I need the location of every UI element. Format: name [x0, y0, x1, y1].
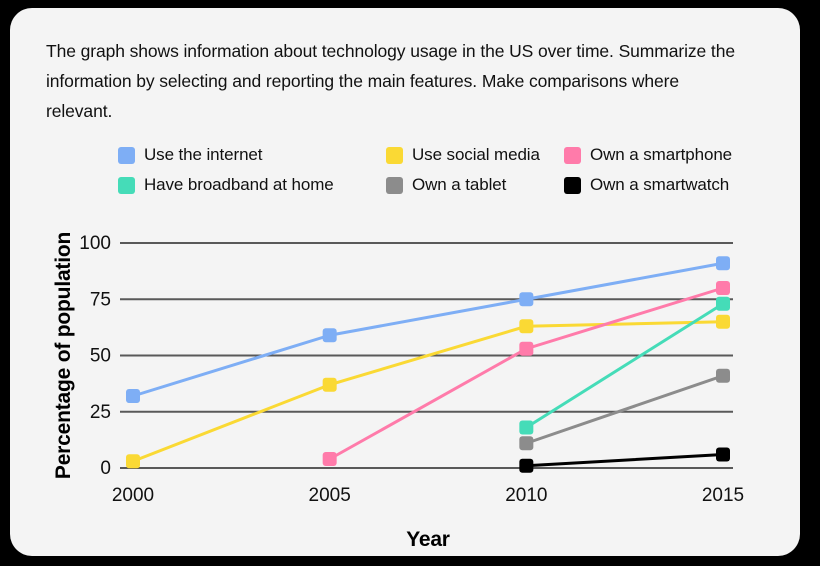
legend-item-label: Own a tablet: [412, 175, 507, 194]
data-point-marker[interactable]: [519, 292, 534, 307]
x-tick-label: 2000: [112, 485, 154, 506]
x-tick-label: 2005: [309, 485, 351, 506]
legend-item-label: Own a smartphone: [590, 145, 733, 164]
y-tick-label: 25: [90, 402, 111, 423]
data-point-marker[interactable]: [716, 447, 730, 462]
data-point-marker[interactable]: [716, 368, 730, 383]
legend-swatch-icon: [564, 176, 581, 194]
series-line-1: [131, 320, 725, 463]
legend-item[interactable]: Use social media: [386, 145, 564, 165]
legend-swatch-icon: [386, 176, 403, 194]
legend-swatch-icon: [118, 146, 135, 164]
data-point-marker[interactable]: [126, 389, 140, 403]
legend-item[interactable]: Use the internet: [118, 145, 386, 165]
data-point-marker[interactable]: [519, 436, 534, 451]
legend-item[interactable]: Own a smartwatch: [564, 175, 778, 195]
x-axis-title: Year: [406, 528, 450, 551]
x-tick-label: 2015: [702, 485, 744, 506]
data-point-marker[interactable]: [322, 377, 337, 392]
data-point-marker[interactable]: [322, 452, 337, 466]
data-point-marker[interactable]: [716, 296, 730, 311]
chart-legend: Use the internet Use social media Own a sm…: [118, 140, 778, 200]
legend-item-label: Have broadband at home: [144, 175, 334, 194]
line-chart-svg: 0 25 50 75 100 2000 2005 2010 2015 Year Percentage…: [52, 232, 744, 551]
y-tick-label: 50: [90, 346, 111, 367]
series-line-5: [524, 453, 725, 468]
y-tick-label: 75: [90, 289, 111, 310]
data-point-marker[interactable]: [519, 341, 534, 356]
series-line-3: [524, 302, 725, 429]
data-point-marker[interactable]: [716, 281, 730, 295]
data-point-marker[interactable]: [519, 458, 534, 473]
y-tick-label: 100: [79, 233, 111, 254]
data-point-marker[interactable]: [519, 420, 534, 435]
data-point-marker[interactable]: [716, 314, 730, 329]
legend-item[interactable]: Have broadband at home: [118, 175, 386, 195]
series-line-0: [131, 261, 725, 398]
data-point-marker[interactable]: [322, 328, 337, 343]
data-point-marker[interactable]: [126, 454, 140, 469]
legend-item-label: Own a smartwatch: [590, 175, 730, 194]
data-point-marker[interactable]: [519, 319, 534, 334]
prompt-text: The graph shows information about techno…: [46, 41, 735, 121]
legend-item-label: Use social media: [412, 145, 540, 164]
series-line-4: [524, 374, 725, 445]
data-point-marker[interactable]: [716, 256, 730, 271]
chart-plot-area: 0 25 50 75 100 2000 2005 2010 2015 Year Percentage…: [10, 8, 800, 556]
x-tick-label: 2010: [505, 485, 547, 506]
legend-item[interactable]: Own a smartphone: [564, 145, 778, 165]
legend-swatch-icon: [386, 146, 403, 164]
legend-item-label: Use the internet: [144, 145, 263, 164]
legend-swatch-icon: [118, 176, 135, 194]
y-axis-title: Percentage of population: [52, 232, 75, 479]
chart-card: The graph shows information about techno…: [10, 8, 800, 556]
legend-swatch-icon: [564, 146, 581, 164]
y-tick-label: 0: [100, 458, 111, 479]
legend-item[interactable]: Own a tablet: [386, 175, 564, 195]
